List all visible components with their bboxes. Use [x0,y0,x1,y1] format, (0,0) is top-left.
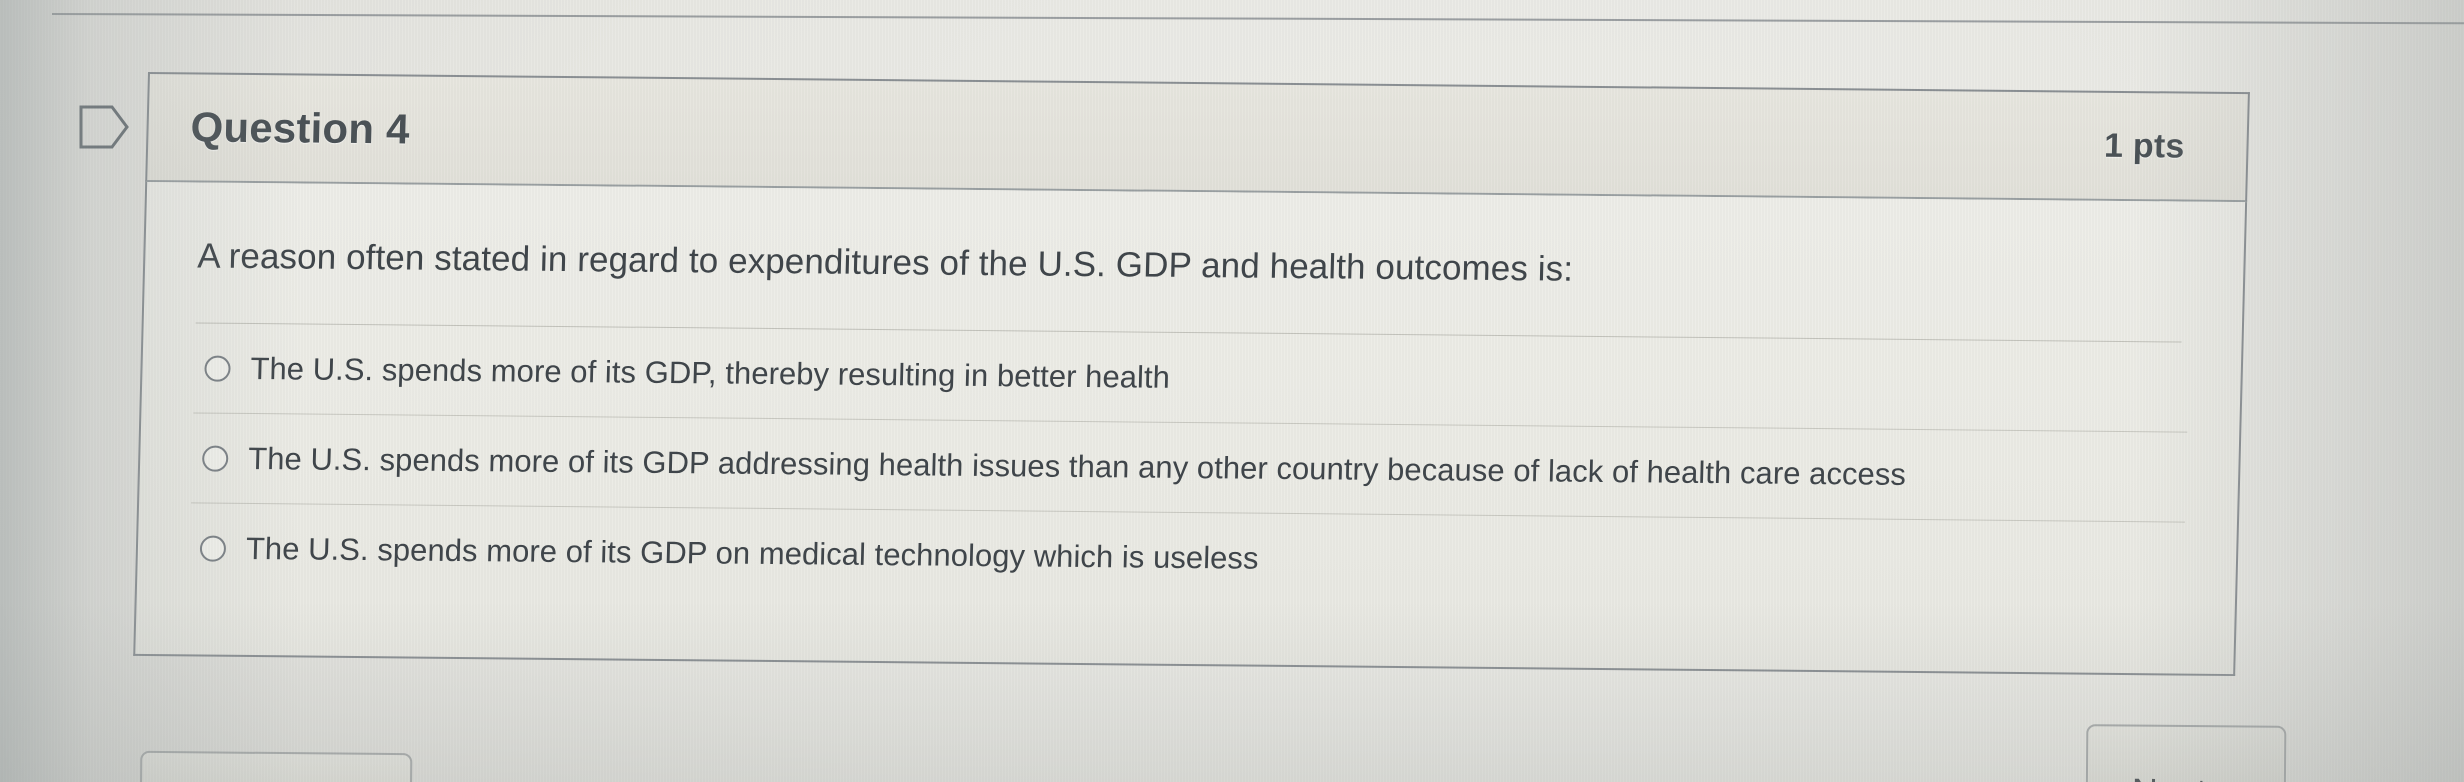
radio-button-icon-2[interactable] [201,445,229,472]
bookmark-flag-icon[interactable] [78,104,130,150]
question-body: A reason often stated in regard to expen… [133,181,2248,677]
answer-option-3[interactable]: The U.S. spends more of its GDP on medic… [189,503,2185,611]
top-divider-rule [51,13,2464,25]
question-title: Question 4 [190,103,411,153]
previous-button[interactable] [139,750,413,782]
question-points-badge: 1 pts [2103,126,2186,166]
answer-options-list: The U.S. spends more of its GDP, thereby… [189,323,2190,611]
radio-button-icon-3[interactable] [199,535,227,562]
question-prompt-text: A reason often stated in regard to expen… [196,236,1574,289]
radio-button-icon-1[interactable] [204,355,231,382]
answer-option-label-2: The U.S. spends more of its GDP addressi… [247,441,1907,493]
answer-option-label-3: The U.S. spends more of its GDP on medic… [245,531,1259,576]
next-button[interactable]: Next ▶ [2085,724,2287,782]
answer-option-label-1: The U.S. spends more of its GDP, thereby… [250,351,1171,395]
next-button-label: Next [2132,771,2207,782]
question-header: Question 4 1 pts [145,72,2250,203]
question-card: Question 4 1 pts A reason often stated i… [133,72,2250,677]
